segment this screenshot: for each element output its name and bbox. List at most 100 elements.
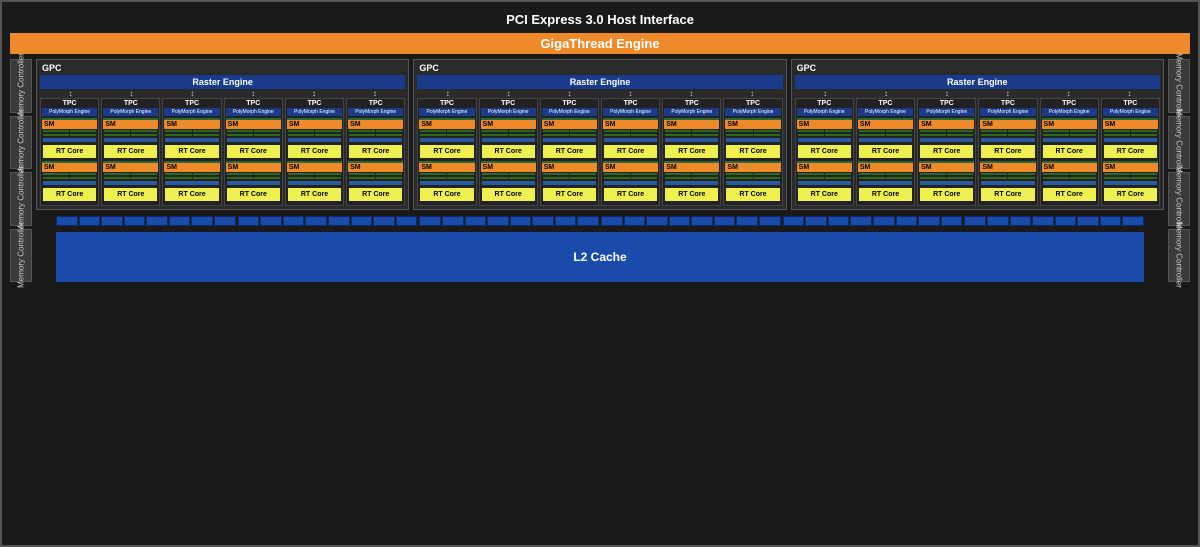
tpc: TPCPolyMorph EngineSMRT CoreSMRT Core (856, 98, 915, 206)
sm-label: SM (226, 118, 281, 129)
tpc-row: TPCPolyMorph EngineSMRT CoreSMRT CoreTPC… (417, 98, 782, 206)
tensor-cores (165, 181, 218, 185)
cuda-cores (542, 173, 597, 179)
tpc: TPCPolyMorph EngineSMRT CoreSMRT Core (917, 98, 976, 206)
tensor-cores (482, 181, 535, 185)
polymorph-engine: PolyMorph Engine (1042, 108, 1097, 116)
sm-label: SM (348, 161, 403, 172)
sm: SMRT Core (348, 118, 403, 159)
tensor-cores (43, 138, 96, 142)
sm-label: SM (725, 118, 780, 129)
polymorph-engine: PolyMorph Engine (226, 108, 281, 116)
cuda-cores (103, 173, 158, 179)
polymorph-engine: PolyMorph Engine (103, 108, 158, 116)
rt-core: RT Core (482, 188, 535, 201)
polymorph-engine: PolyMorph Engine (419, 108, 474, 116)
cuda-cores (542, 130, 597, 136)
rop-unit (305, 216, 327, 226)
rop-unit (487, 216, 509, 226)
rop-group (601, 216, 781, 226)
memory-controller: Memory Controller (10, 116, 32, 170)
tensor-cores (1104, 181, 1157, 185)
rop-unit (669, 216, 691, 226)
tensor-cores (43, 181, 96, 185)
sm: SMRT Core (664, 118, 719, 159)
rt-core: RT Core (482, 145, 535, 158)
sm: SMRT Core (1042, 161, 1097, 202)
polymorph-engine: PolyMorph Engine (725, 108, 780, 116)
gpc: GPCRaster Engine ↕↕↕↕↕↕TPCPolyMorph Engin… (791, 59, 1164, 210)
tensor-cores (1043, 138, 1096, 142)
sm-label: SM (419, 118, 474, 129)
rop-unit (918, 216, 940, 226)
tpc: TPCPolyMorph EngineSMRT CoreSMRT Core (601, 98, 660, 206)
rop-unit (442, 216, 464, 226)
rop-group (783, 216, 963, 226)
cuda-cores (164, 173, 219, 179)
raster-engine: Raster Engine (40, 75, 405, 89)
sm-label: SM (348, 118, 403, 129)
rop-unit (101, 216, 123, 226)
sm: SMRT Core (797, 118, 852, 159)
rt-core: RT Core (349, 188, 402, 201)
sm-label: SM (603, 161, 658, 172)
rop-unit (283, 216, 305, 226)
rop-unit (328, 216, 350, 226)
cuda-cores (42, 173, 97, 179)
tpc-label: TPC (725, 100, 780, 108)
polymorph-engine: PolyMorph Engine (42, 108, 97, 116)
rop-unit (577, 216, 599, 226)
rop-unit (987, 216, 1009, 226)
rt-core: RT Core (859, 188, 912, 201)
sm: SMRT Core (664, 161, 719, 202)
tensor-cores (104, 181, 157, 185)
raster-engine: Raster Engine (795, 75, 1160, 89)
sm: SMRT Core (858, 118, 913, 159)
center-column: GPCRaster Engine↕↕↕↕↕↕TPCPolyMorph Engin… (36, 59, 1164, 282)
sm-label: SM (542, 161, 597, 172)
rop-unit (1010, 216, 1032, 226)
sm: SMRT Core (725, 161, 780, 202)
tensor-cores (543, 181, 596, 185)
tensor-cores (798, 181, 851, 185)
cuda-cores (664, 130, 719, 136)
sm: SMRT Core (164, 118, 219, 159)
dispatch-arrows: ↕↕↕↕↕↕ (795, 91, 1160, 97)
tpc-label: TPC (42, 100, 97, 108)
cuda-cores (481, 173, 536, 179)
tensor-cores (288, 181, 341, 185)
sm-label: SM (919, 118, 974, 129)
sm: SMRT Core (603, 118, 658, 159)
cuda-cores (797, 173, 852, 179)
sm: SMRT Core (1042, 118, 1097, 159)
tensor-cores (665, 181, 718, 185)
polymorph-engine: PolyMorph Engine (980, 108, 1035, 116)
dispatch-arrows: ↕↕↕↕↕↕ (417, 91, 782, 97)
rop-unit (964, 216, 986, 226)
rt-core: RT Core (420, 188, 473, 201)
cuda-cores (1103, 173, 1158, 179)
cuda-cores (919, 130, 974, 136)
rt-core: RT Core (165, 188, 218, 201)
cuda-cores (287, 130, 342, 136)
rop-unit (896, 216, 918, 226)
rop-unit (601, 216, 623, 226)
memory-controllers-right: Memory ControllerMemory ControllerMemory… (1168, 59, 1190, 282)
sm-label: SM (103, 118, 158, 129)
polymorph-engine: PolyMorph Engine (348, 108, 403, 116)
cuda-cores (797, 130, 852, 136)
sm: SMRT Core (858, 161, 913, 202)
sm-label: SM (542, 118, 597, 129)
gpc-label: GPC (795, 63, 1160, 75)
cuda-cores (1103, 130, 1158, 136)
l2-cache: L2 Cache (56, 232, 1144, 282)
rt-core: RT Core (165, 145, 218, 158)
cuda-cores (348, 173, 403, 179)
memory-controller: Memory Controller (1168, 229, 1190, 283)
cuda-cores (419, 130, 474, 136)
sm-label: SM (603, 118, 658, 129)
sm: SMRT Core (481, 118, 536, 159)
rop-unit (624, 216, 646, 226)
rt-core: RT Core (227, 188, 280, 201)
tensor-cores (227, 181, 280, 185)
